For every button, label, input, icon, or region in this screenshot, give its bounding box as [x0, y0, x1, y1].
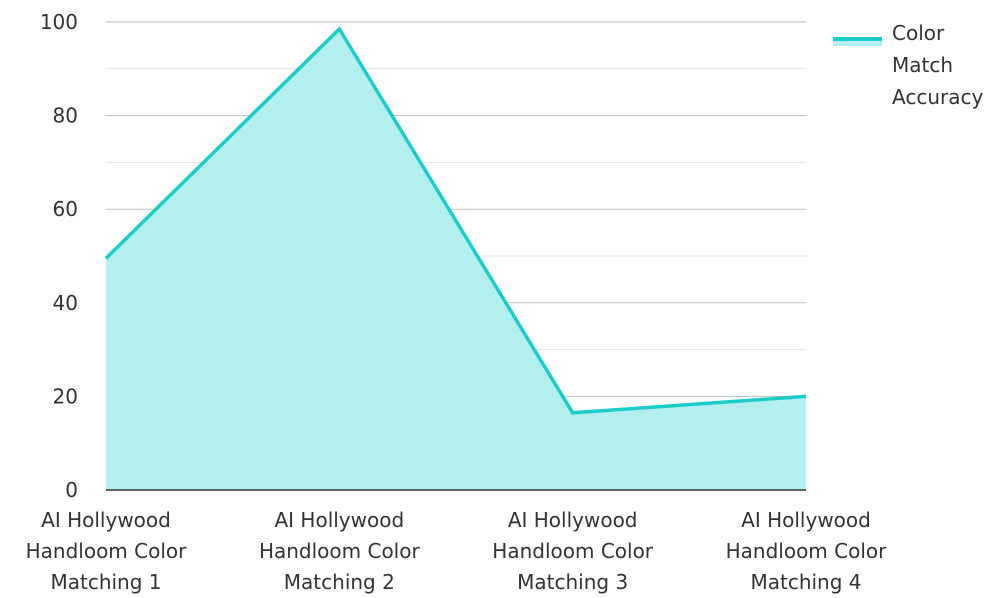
x-tick-label: AI Hollywood Handloom Color Matching 3	[492, 508, 654, 594]
x-tick-label: AI Hollywood Handloom Color Matching 4	[726, 508, 888, 594]
legend-fill-swatch	[833, 41, 882, 46]
legend-label: Color Match Accuracy	[892, 21, 983, 109]
legend: Color Match Accuracy	[833, 21, 983, 109]
y-tick-label: 0	[65, 478, 78, 502]
y-tick-label: 60	[53, 197, 78, 221]
x-tick-label: AI Hollywood Handloom Color Matching 1	[26, 508, 188, 594]
series-line	[104, 26, 807, 415]
x-axis-tick-labels: AI Hollywood Handloom Color Matching 1 AI H…	[26, 508, 888, 594]
y-tick-label: 100	[40, 10, 78, 34]
y-tick-label: 20	[53, 384, 78, 408]
y-tick-label: 40	[53, 291, 78, 315]
y-tick-label: 80	[53, 104, 78, 128]
x-tick-label: AI Hollywood Handloom Color Matching 2	[259, 508, 421, 594]
y-axis-tick-labels: 0 20 40 60 80 100	[40, 10, 78, 502]
plot-area	[104, 26, 807, 491]
series-area-fill	[106, 29, 806, 491]
